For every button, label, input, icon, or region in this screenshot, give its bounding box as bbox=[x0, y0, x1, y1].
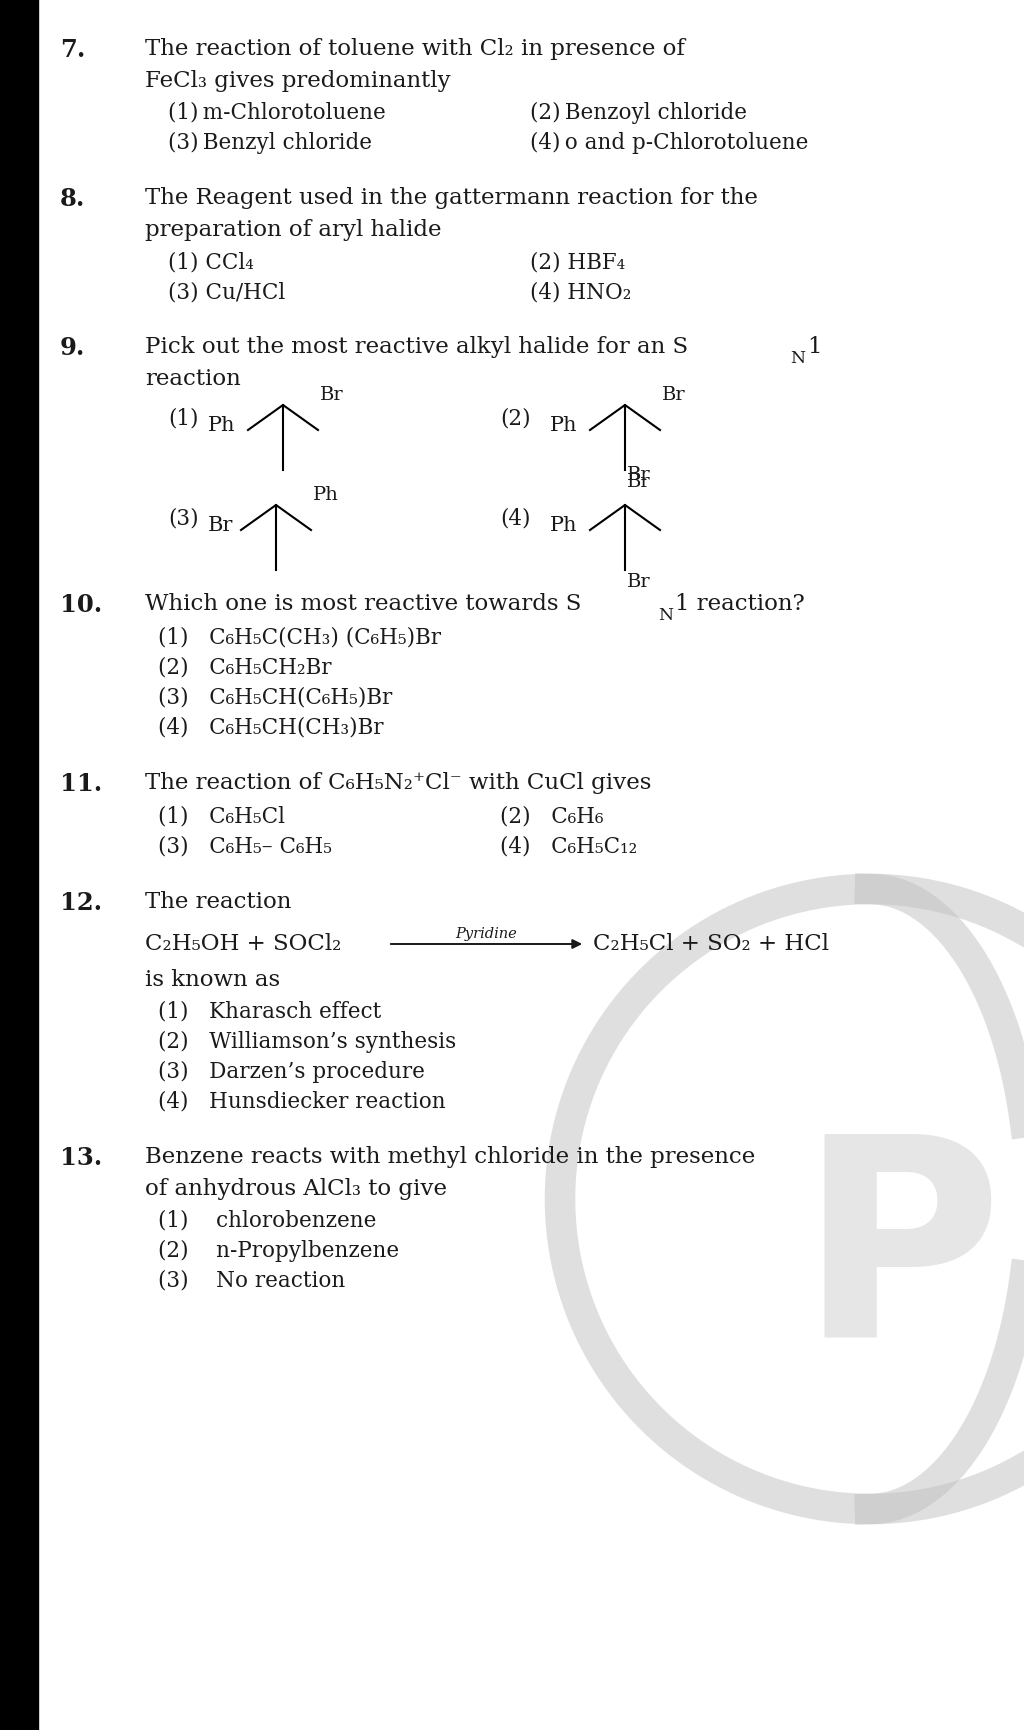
Text: The reaction of C₆H₅N₂⁺Cl⁻ with CuCl gives: The reaction of C₆H₅N₂⁺Cl⁻ with CuCl giv… bbox=[145, 772, 651, 794]
Text: (1) m-Chlorotoluene: (1) m-Chlorotoluene bbox=[168, 102, 386, 125]
Bar bbox=[0, 0, 38, 1730]
Text: (4) o and p-Chlorotoluene: (4) o and p-Chlorotoluene bbox=[530, 131, 808, 154]
Text: (4)   Hunsdiecker reaction: (4) Hunsdiecker reaction bbox=[158, 1090, 445, 1112]
Text: (4)   C₆H₅C₁₂: (4) C₆H₅C₁₂ bbox=[500, 836, 637, 858]
Text: (3)   C₆H₅CH(C₆H₅)Br: (3) C₆H₅CH(C₆H₅)Br bbox=[158, 687, 392, 709]
Text: 1: 1 bbox=[807, 336, 821, 358]
Text: 12.: 12. bbox=[60, 891, 102, 915]
Text: C₂H₅OH + SOCl₂: C₂H₅OH + SOCl₂ bbox=[145, 932, 341, 955]
Text: (4)   C₆H₅CH(CH₃)Br: (4) C₆H₅CH(CH₃)Br bbox=[158, 716, 384, 739]
Text: 7.: 7. bbox=[60, 38, 85, 62]
Text: (1)    chlorobenzene: (1) chlorobenzene bbox=[158, 1209, 377, 1232]
Text: (2)    n-Propylbenzene: (2) n-Propylbenzene bbox=[158, 1239, 399, 1261]
Text: Br: Br bbox=[662, 386, 686, 403]
Text: (4): (4) bbox=[500, 507, 530, 529]
Text: (3) Cu/HCl: (3) Cu/HCl bbox=[168, 280, 286, 303]
Text: 9.: 9. bbox=[60, 336, 85, 360]
Text: (1)   C₆H₅C(CH₃) (C₆H₅)Br: (1) C₆H₅C(CH₃) (C₆H₅)Br bbox=[158, 626, 441, 649]
Text: (2)   C₆H₆: (2) C₆H₆ bbox=[500, 806, 603, 827]
Text: C₂H₅Cl + SO₂ + HCl: C₂H₅Cl + SO₂ + HCl bbox=[593, 932, 829, 955]
Text: is known as: is known as bbox=[145, 969, 281, 991]
Text: N: N bbox=[658, 607, 673, 623]
Text: preparation of aryl halide: preparation of aryl halide bbox=[145, 220, 441, 240]
Text: N: N bbox=[790, 349, 805, 367]
Text: (1)   C₆H₅Cl: (1) C₆H₅Cl bbox=[158, 806, 285, 827]
Text: (1)   Kharasch effect: (1) Kharasch effect bbox=[158, 1000, 381, 1022]
Text: The reaction: The reaction bbox=[145, 891, 292, 912]
Text: 13.: 13. bbox=[60, 1145, 102, 1169]
Text: (2) Benzoyl chloride: (2) Benzoyl chloride bbox=[530, 102, 746, 125]
Text: Benzene reacts with methyl chloride in the presence: Benzene reacts with methyl chloride in t… bbox=[145, 1145, 756, 1168]
Text: Ph: Ph bbox=[313, 486, 339, 503]
Text: Br: Br bbox=[627, 573, 650, 590]
Text: 10.: 10. bbox=[60, 593, 102, 616]
Text: (4) HNO₂: (4) HNO₂ bbox=[530, 280, 632, 303]
Text: Which one is most reactive towards S: Which one is most reactive towards S bbox=[145, 593, 582, 614]
Text: (3): (3) bbox=[168, 507, 199, 529]
Text: P: P bbox=[798, 1124, 1001, 1394]
Text: Br: Br bbox=[208, 516, 233, 535]
Text: Br: Br bbox=[627, 472, 650, 491]
Text: (3)   C₆H₅– C₆H₅: (3) C₆H₅– C₆H₅ bbox=[158, 836, 332, 858]
Text: (2): (2) bbox=[500, 408, 530, 429]
Text: 1 reaction?: 1 reaction? bbox=[675, 593, 805, 614]
Text: (1): (1) bbox=[168, 408, 199, 429]
Text: Br: Br bbox=[319, 386, 344, 403]
Text: Br: Br bbox=[627, 465, 650, 484]
Text: (3) Benzyl chloride: (3) Benzyl chloride bbox=[168, 131, 372, 154]
Text: FeCl₃ gives predominantly: FeCl₃ gives predominantly bbox=[145, 69, 451, 92]
Text: Ph: Ph bbox=[550, 516, 578, 535]
Text: Pick out the most reactive alkyl halide for an S: Pick out the most reactive alkyl halide … bbox=[145, 336, 688, 358]
Text: (2)   Williamson’s synthesis: (2) Williamson’s synthesis bbox=[158, 1031, 457, 1052]
Text: (3)   Darzen’s procedure: (3) Darzen’s procedure bbox=[158, 1060, 425, 1083]
Text: Ph: Ph bbox=[550, 417, 578, 436]
Text: of anhydrous AlCl₃ to give: of anhydrous AlCl₃ to give bbox=[145, 1178, 447, 1199]
Text: (1) CCl₄: (1) CCl₄ bbox=[168, 251, 254, 273]
Text: The Reagent used in the gattermann reaction for the: The Reagent used in the gattermann react… bbox=[145, 187, 758, 209]
Text: Pyridine: Pyridine bbox=[456, 927, 517, 941]
Text: 8.: 8. bbox=[60, 187, 85, 211]
Text: reaction: reaction bbox=[145, 368, 241, 389]
Text: The reaction of toluene with Cl₂ in presence of: The reaction of toluene with Cl₂ in pres… bbox=[145, 38, 685, 61]
Text: (2)   C₆H₅CH₂Br: (2) C₆H₅CH₂Br bbox=[158, 657, 332, 678]
Text: (2) HBF₄: (2) HBF₄ bbox=[530, 251, 625, 273]
Text: Ph: Ph bbox=[208, 417, 236, 436]
Text: 11.: 11. bbox=[60, 772, 102, 796]
Text: (3)    No reaction: (3) No reaction bbox=[158, 1270, 345, 1291]
